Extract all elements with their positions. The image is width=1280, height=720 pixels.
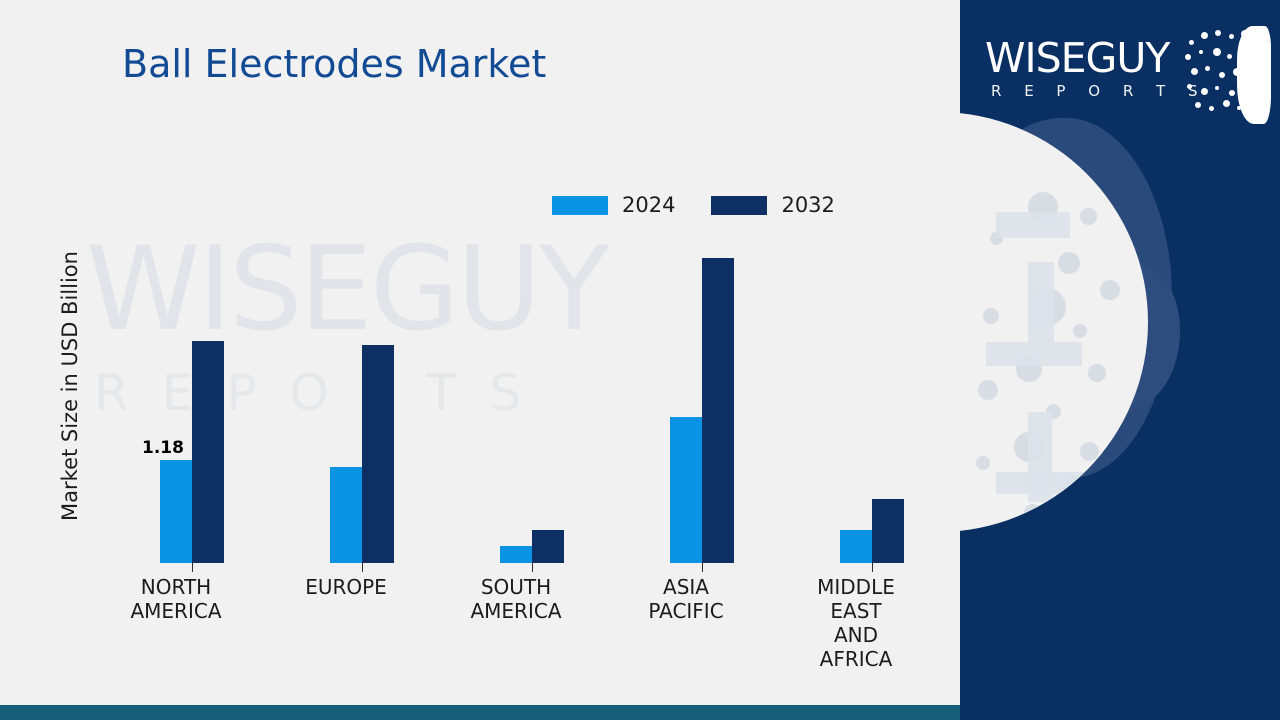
brain-node-dot: [978, 380, 998, 400]
logo-head-profile-icon: [1237, 26, 1271, 124]
bar-2024[interactable]: [330, 467, 362, 563]
legend-item-2032[interactable]: 2032: [711, 193, 835, 217]
brain-network-graphic: [960, 112, 1148, 532]
axis-tick: [532, 563, 533, 572]
axis-tick: [362, 563, 363, 572]
plot-area: NORTH AMERICA EUROPE SOUTH AMERICA ASIA PACIFI…: [100, 180, 940, 671]
category-label: NORTH AMERICA: [130, 575, 222, 623]
brain-node-dot: [1080, 442, 1099, 461]
page-title: Ball Electrodes Market: [122, 42, 547, 86]
logo-dot: [1199, 50, 1203, 54]
bar-2032[interactable]: [192, 341, 224, 563]
brain-node-dot: [983, 308, 999, 324]
logo-subtext: R E P O R T S: [991, 82, 1207, 100]
legend-label-2024: 2024: [622, 193, 676, 217]
legend-item-2024[interactable]: 2024: [552, 193, 675, 217]
axis-tick: [872, 563, 873, 572]
logo-dot: [1229, 90, 1235, 96]
legend-swatch-2024: [552, 195, 608, 215]
logo-dot: [1205, 66, 1210, 71]
brain-node-dot: [976, 456, 990, 470]
logo-dot: [1229, 34, 1234, 39]
logo-dot: [1213, 48, 1221, 56]
y-axis-label: Market Size in USD Billion: [58, 251, 82, 521]
logo-dot: [1195, 102, 1201, 108]
axis-tick: [702, 563, 703, 572]
bar-2032[interactable]: [362, 345, 394, 563]
logo-dot: [1209, 106, 1214, 111]
brain-node-dot: [1080, 208, 1097, 225]
bar-group: ASIA PACIFIC: [648, 180, 734, 623]
legend-label-2032: 2032: [781, 193, 835, 217]
bar-group: MIDDLE EAST AND AFRICA: [817, 180, 904, 671]
logo-dot: [1201, 32, 1208, 39]
bar-group: NORTH AMERICA: [130, 180, 224, 623]
brain-node-dot: [1058, 252, 1080, 274]
category-label: MIDDLE EAST AND AFRICA: [817, 575, 895, 671]
logo-dot: [1185, 54, 1191, 60]
brain-node-dot: [1088, 364, 1106, 382]
brand-logo[interactable]: WISEGUY R E P O R T S: [985, 26, 1271, 124]
bar-value-label: 1.18: [142, 438, 184, 459]
logo-dot: [1191, 68, 1198, 75]
logo-dot: [1227, 54, 1232, 59]
brain-link-shape: [996, 212, 1070, 238]
bar-group: SOUTH AMERICA: [470, 180, 564, 623]
logo-head-dots-icon: [1181, 26, 1271, 124]
bar-2024[interactable]: [670, 416, 702, 563]
brain-node-dot: [1073, 324, 1087, 338]
logo-dot: [1215, 86, 1219, 90]
brain-node-dot: [1024, 504, 1041, 521]
legend-swatch-2032: [711, 195, 768, 215]
brain-node-dot: [1100, 280, 1120, 300]
brain-link-shape: [1028, 262, 1054, 342]
bar-2032[interactable]: [532, 529, 564, 563]
logo-dot: [1187, 84, 1192, 89]
axis-tick: [192, 563, 193, 572]
chart-legend: 2024 2032: [552, 193, 835, 217]
logo-wordmark: WISEGUY: [985, 34, 1170, 82]
logo-dot: [1219, 72, 1225, 78]
category-label: SOUTH AMERICA: [470, 575, 562, 623]
brand-panel: [960, 0, 1280, 720]
logo-dot: [1223, 100, 1230, 107]
bottom-accent-strip: [0, 705, 960, 720]
logo-dot: [1201, 88, 1208, 95]
logo-dot: [1237, 106, 1241, 110]
bar-2024[interactable]: [840, 529, 872, 563]
category-label: ASIA PACIFIC: [648, 575, 724, 623]
category-label: EUROPE: [305, 575, 387, 599]
brain-link-shape: [996, 472, 1088, 494]
logo-dot: [1215, 30, 1221, 36]
bar-group: EUROPE: [305, 180, 394, 599]
bar-2024[interactable]: [160, 460, 192, 563]
bar-2032[interactable]: [872, 499, 904, 563]
bar-2024[interactable]: [500, 545, 532, 563]
brain-link-shape: [986, 342, 1082, 366]
brain-node-dot: [1088, 508, 1101, 521]
bar-2032[interactable]: [702, 258, 734, 563]
bar-chart: Market Size in USD Billion 2024 2032 NOR…: [58, 180, 940, 671]
logo-dot: [1189, 40, 1194, 45]
